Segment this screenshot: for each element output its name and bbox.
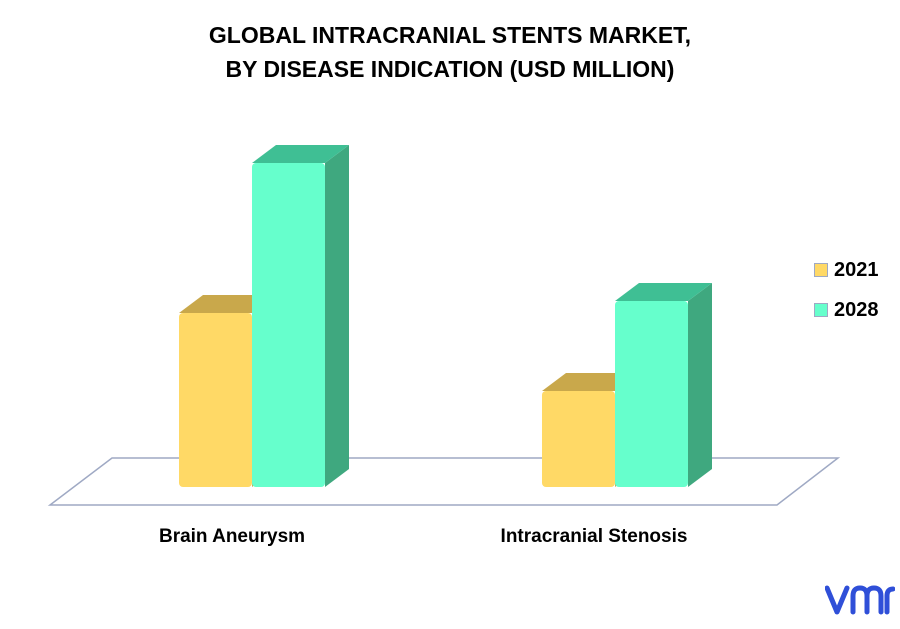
legend: 2021 2028: [814, 255, 879, 335]
bar-front-2021-0: [179, 313, 252, 487]
bar-front-2028-0: [252, 163, 325, 487]
bar-side-2028-0: [325, 145, 349, 487]
legend-swatch-2021: [814, 263, 828, 277]
chart-title-line-2: BY DISEASE INDICATION (USD MILLION): [225, 56, 675, 82]
category-label-1: Intracranial Stenosis: [501, 526, 688, 547]
chart-title-line-1: GLOBAL INTRACRANIAL STENTS MARKET,: [208, 22, 692, 48]
vmr-logo: [825, 585, 895, 615]
legend-item-2021: 2021: [814, 255, 879, 285]
category-labels: Brain Aneurysm Intracranial Stenosis: [159, 526, 687, 547]
legend-label-2021: 2021: [834, 258, 879, 281]
bars-layer: [179, 145, 712, 487]
chart-title: GLOBAL INTRACRANIAL STENTS MARKET, BY DI…: [0, 18, 900, 86]
bar-2028-1: [615, 283, 712, 487]
bar-2028-0: [252, 145, 349, 487]
bar-top-2021-0: [179, 295, 276, 313]
legend-label-2028: 2028: [834, 298, 879, 321]
bar-top-2028-0: [252, 145, 349, 163]
legend-swatch-2028: [814, 303, 828, 317]
bar-front-2028-1: [615, 301, 688, 487]
legend-item-2028: 2028: [814, 295, 879, 325]
bar-front-2021-1: [542, 391, 615, 487]
bar-top-2021-1: [542, 373, 639, 391]
chart-floor: [47, 457, 841, 506]
bar-top-2028-1: [615, 283, 712, 301]
bar-side-2028-1: [688, 283, 712, 487]
category-label-0: Brain Aneurysm: [159, 526, 305, 547]
